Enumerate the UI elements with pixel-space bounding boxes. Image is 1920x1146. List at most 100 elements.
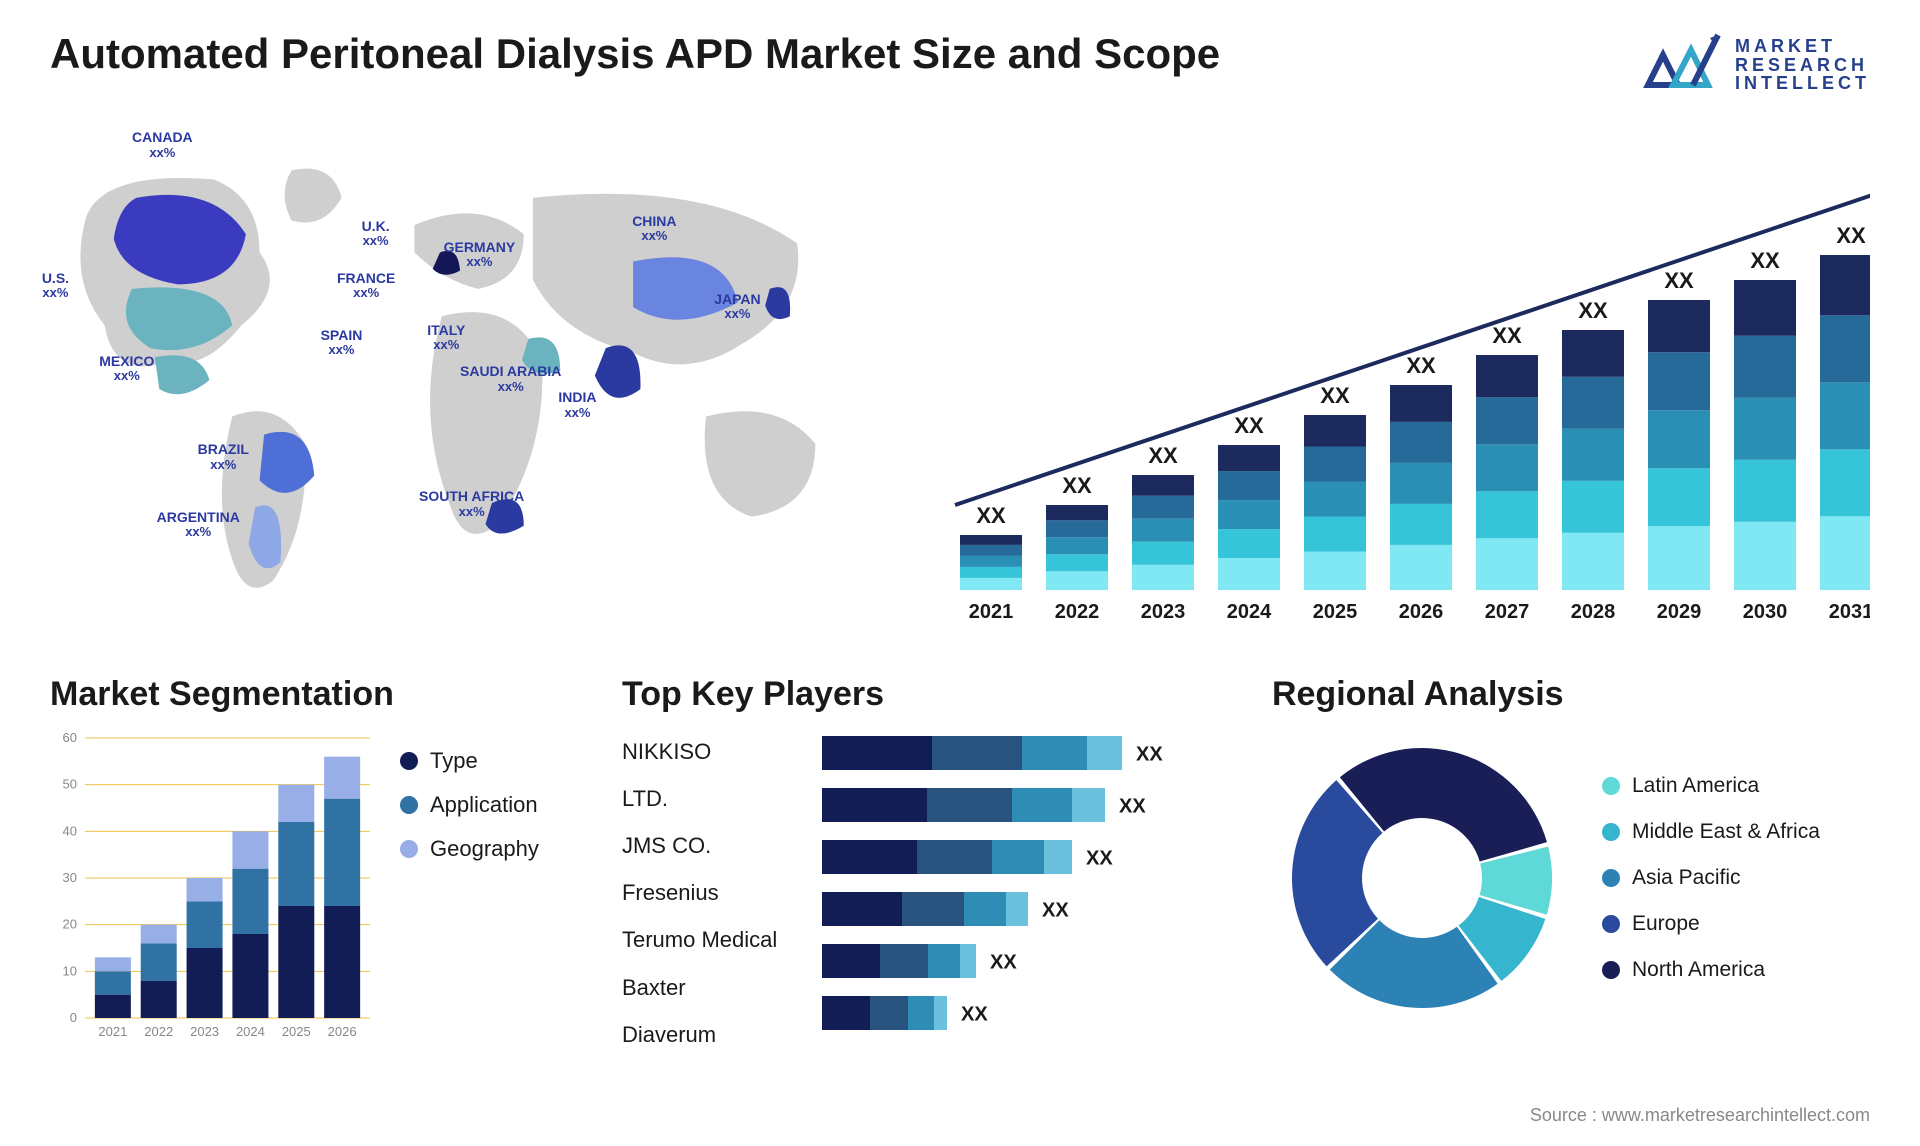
svg-text:2025: 2025 xyxy=(1313,601,1358,623)
svg-text:2027: 2027 xyxy=(1485,601,1530,623)
svg-text:2023: 2023 xyxy=(190,1024,219,1039)
growth-chart: XX2021XX2022XX2023XX2024XX2025XX2026XX20… xyxy=(910,120,1870,640)
svg-text:20: 20 xyxy=(63,917,77,932)
map-label-u-s-: U.S.xx% xyxy=(42,271,69,301)
svg-text:XX: XX xyxy=(961,1003,988,1025)
svg-text:0: 0 xyxy=(70,1010,77,1025)
legend-label: North America xyxy=(1632,958,1765,982)
key-players-title: Top Key Players xyxy=(622,675,1242,714)
svg-text:2031: 2031 xyxy=(1829,601,1870,623)
map-label-argentina: ARGENTINAxx% xyxy=(157,510,240,540)
map-label-india: INDIAxx% xyxy=(558,390,596,420)
legend-label: Latin America xyxy=(1632,774,1759,798)
legend-dot-icon xyxy=(400,840,418,858)
svg-text:XX: XX xyxy=(1578,298,1608,323)
map-label-u-k-: U.K.xx% xyxy=(362,219,390,249)
key-player-name: Terumo Medical xyxy=(622,921,802,958)
svg-text:30: 30 xyxy=(63,870,77,885)
key-player-name: LTD. xyxy=(622,780,802,817)
legend-dot-icon xyxy=(1602,915,1620,933)
logo-line3: INTELLECT xyxy=(1735,74,1870,93)
svg-text:2024: 2024 xyxy=(1227,601,1272,623)
svg-text:XX: XX xyxy=(1136,743,1163,765)
segmentation-panel: Market Segmentation 0 10 20 30 40 50 60 2021 202… xyxy=(50,675,592,1095)
legend-dot-icon xyxy=(400,752,418,770)
svg-text:10: 10 xyxy=(63,963,77,978)
map-label-canada: CANADAxx% xyxy=(132,130,193,160)
map-label-south-africa: SOUTH AFRICAxx% xyxy=(419,489,524,519)
legend-dot-icon xyxy=(400,796,418,814)
logo-icon xyxy=(1643,30,1723,100)
legend-dot-icon xyxy=(1602,869,1620,887)
legend-label: Asia Pacific xyxy=(1632,866,1741,890)
regional-legend-item: Europe xyxy=(1602,912,1820,936)
key-player-name: Baxter xyxy=(622,969,802,1006)
segmentation-legend-item: Application xyxy=(400,792,539,818)
svg-text:2023: 2023 xyxy=(1141,601,1186,623)
map-label-france: FRANCExx% xyxy=(337,271,395,301)
legend-dot-icon xyxy=(1602,777,1620,795)
svg-text:2022: 2022 xyxy=(1055,601,1100,623)
svg-text:XX: XX xyxy=(1062,473,1092,498)
svg-text:XX: XX xyxy=(1750,248,1780,273)
segmentation-chart: 0 10 20 30 40 50 60 2021 2022 2023 2024 2025 2026 xyxy=(50,728,380,1058)
map-label-spain: SPAINxx% xyxy=(321,328,363,358)
legend-label: Geography xyxy=(430,836,539,862)
map-label-saudi-arabia: SAUDI ARABIAxx% xyxy=(460,364,561,394)
map-label-italy: ITALYxx% xyxy=(427,323,465,353)
svg-text:XX: XX xyxy=(1836,223,1866,248)
svg-text:XX: XX xyxy=(1406,353,1436,378)
key-player-name: JMS CO. xyxy=(622,827,802,864)
svg-text:2022: 2022 xyxy=(144,1024,173,1039)
map-label-china: CHINAxx% xyxy=(632,214,676,244)
segmentation-title: Market Segmentation xyxy=(50,675,592,714)
segmentation-legend: Type Application Geography xyxy=(400,728,539,1058)
legend-dot-icon xyxy=(1602,961,1620,979)
legend-label: Middle East & Africa xyxy=(1632,820,1820,844)
svg-text:XX: XX xyxy=(1119,795,1146,817)
svg-text:XX: XX xyxy=(990,951,1017,973)
svg-text:2024: 2024 xyxy=(236,1024,265,1039)
page-title: Automated Peritoneal Dialysis APD Market… xyxy=(50,30,1220,78)
svg-text:XX: XX xyxy=(1492,323,1522,348)
svg-text:2021: 2021 xyxy=(98,1024,127,1039)
map-label-brazil: BRAZILxx% xyxy=(198,442,249,472)
key-players-panel: Top Key Players NIKKISOLTD.JMS CO.Fresen… xyxy=(622,675,1242,1095)
key-player-name: NIKKISO xyxy=(622,733,802,770)
regional-donut xyxy=(1272,728,1572,1028)
segmentation-legend-item: Geography xyxy=(400,836,539,862)
svg-text:XX: XX xyxy=(1148,443,1178,468)
regional-title: Regional Analysis xyxy=(1272,675,1870,714)
svg-text:XX: XX xyxy=(1042,899,1069,921)
svg-text:2021: 2021 xyxy=(969,601,1014,623)
segmentation-legend-item: Type xyxy=(400,748,539,774)
key-players-chart: XX XX XX XX XX XX xyxy=(822,728,1242,1058)
legend-label: Application xyxy=(430,792,538,818)
legend-label: Europe xyxy=(1632,912,1700,936)
svg-text:60: 60 xyxy=(63,730,77,745)
svg-text:50: 50 xyxy=(63,777,77,792)
svg-text:XX: XX xyxy=(1234,413,1264,438)
svg-text:XX: XX xyxy=(1086,847,1113,869)
svg-text:XX: XX xyxy=(1320,383,1350,408)
brand-logo: MARKET RESEARCH INTELLECT xyxy=(1643,30,1870,100)
svg-text:2029: 2029 xyxy=(1657,601,1702,623)
svg-text:2030: 2030 xyxy=(1743,601,1788,623)
logo-line2: RESEARCH xyxy=(1735,56,1870,75)
map-label-japan: JAPANxx% xyxy=(714,292,760,322)
key-player-name: Diaverum xyxy=(622,1016,802,1053)
regional-legend: Latin America Middle East & Africa Asia Pa… xyxy=(1602,774,1820,982)
svg-text:40: 40 xyxy=(63,823,77,838)
regional-legend-item: Latin America xyxy=(1602,774,1820,798)
growth-chart-panel: XX2021XX2022XX2023XX2024XX2025XX2026XX20… xyxy=(910,120,1870,640)
legend-label: Type xyxy=(430,748,478,774)
legend-dot-icon xyxy=(1602,823,1620,841)
svg-text:2025: 2025 xyxy=(282,1024,311,1039)
svg-text:2026: 2026 xyxy=(328,1024,357,1039)
svg-text:2028: 2028 xyxy=(1571,601,1616,623)
map-label-mexico: MEXICOxx% xyxy=(99,354,154,384)
source-label: Source : www.marketresearchintellect.com xyxy=(1530,1105,1870,1126)
logo-line1: MARKET xyxy=(1735,37,1870,56)
regional-legend-item: Middle East & Africa xyxy=(1602,820,1820,844)
svg-text:XX: XX xyxy=(976,503,1006,528)
